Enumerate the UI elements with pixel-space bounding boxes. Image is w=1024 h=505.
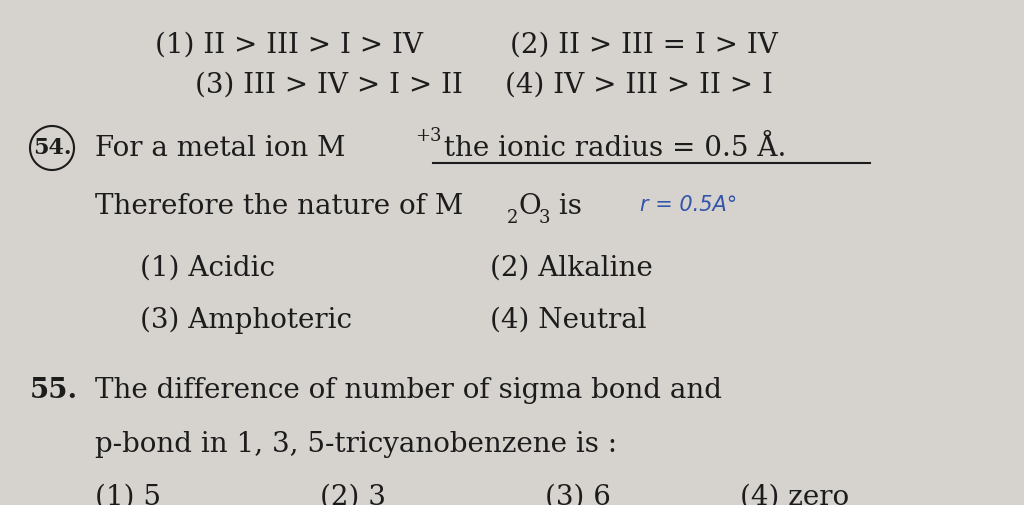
Text: 2: 2 — [507, 209, 518, 227]
Text: (3) III > IV > I > II: (3) III > IV > I > II — [195, 72, 463, 99]
Text: Therefore the nature of M: Therefore the nature of M — [95, 193, 463, 221]
Text: r = 0.5A°: r = 0.5A° — [640, 195, 737, 215]
Text: (2) II > III = I > IV: (2) II > III = I > IV — [510, 32, 778, 59]
Text: (1) Acidic: (1) Acidic — [140, 255, 275, 281]
Text: (4) zero: (4) zero — [740, 483, 849, 505]
Text: (3) 6: (3) 6 — [545, 483, 611, 505]
Text: For a metal ion M: For a metal ion M — [95, 134, 345, 162]
Text: the ionic radius = 0.5 Å.: the ionic radius = 0.5 Å. — [435, 134, 786, 162]
Text: (3) Amphoteric: (3) Amphoteric — [140, 307, 352, 334]
Text: +3: +3 — [415, 127, 441, 145]
Text: 54.: 54. — [33, 137, 72, 159]
Text: O: O — [519, 193, 542, 221]
Text: (4) Neutral: (4) Neutral — [490, 307, 646, 333]
Text: (2) 3: (2) 3 — [319, 483, 386, 505]
Text: (4) IV > III > II > I: (4) IV > III > II > I — [505, 72, 773, 99]
Text: (1) 5: (1) 5 — [95, 483, 161, 505]
Text: (2) Alkaline: (2) Alkaline — [490, 255, 652, 281]
Text: p-bond in 1, 3, 5-tricyanobenzene is :: p-bond in 1, 3, 5-tricyanobenzene is : — [95, 431, 617, 459]
Text: (1) II > III > I > IV: (1) II > III > I > IV — [155, 32, 423, 59]
Text: 55.: 55. — [30, 377, 78, 403]
Text: 3: 3 — [539, 209, 551, 227]
Text: The difference of number of sigma bond and: The difference of number of sigma bond a… — [95, 377, 722, 403]
Text: is: is — [550, 193, 582, 221]
